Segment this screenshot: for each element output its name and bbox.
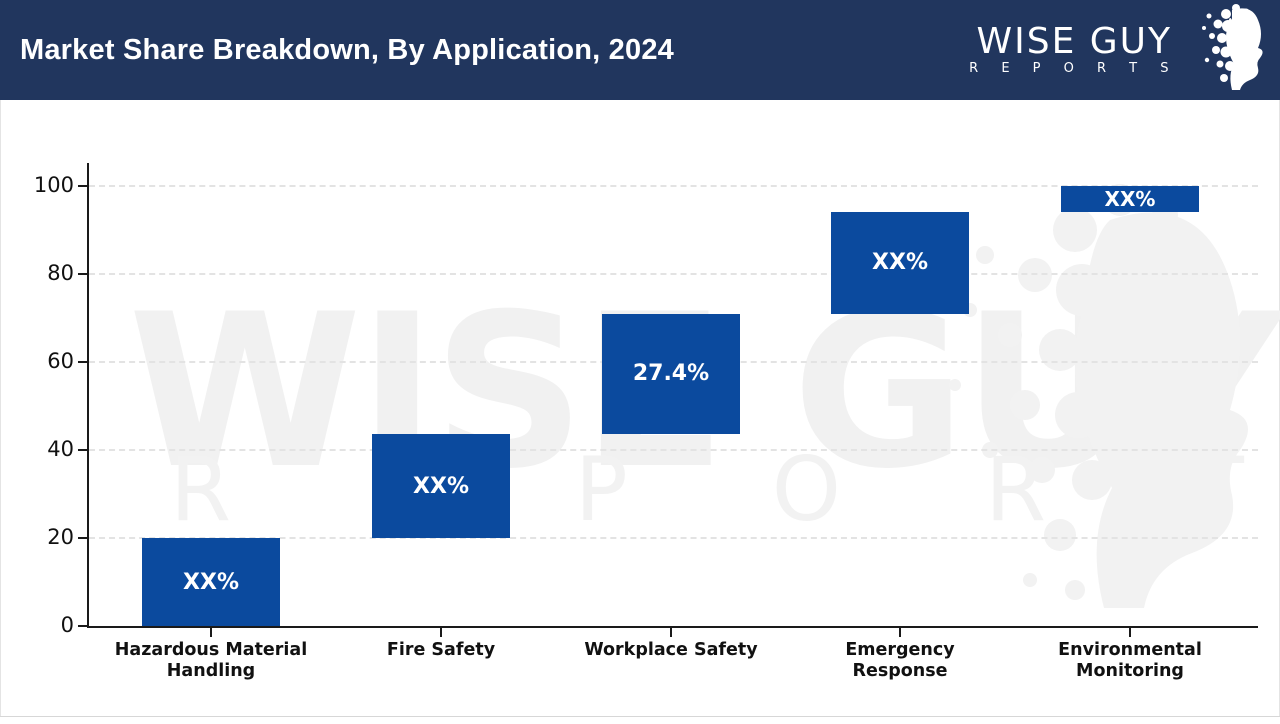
- bar-value-label-0: XX%: [183, 569, 239, 595]
- bar-value-label-2: 27.4%: [632, 361, 710, 387]
- x-tick-1: [440, 628, 442, 637]
- x-tick-2: [670, 628, 672, 637]
- face-profile-logo-icon: [1174, 2, 1266, 98]
- gridline-20: [89, 537, 1258, 539]
- bar-value-label-4: XX%: [1104, 187, 1156, 212]
- y-tick-80: [78, 273, 87, 275]
- category-label-1: Fire Safety: [386, 640, 496, 660]
- category-label-3: Emergency Response: [845, 640, 955, 681]
- x-tick-3: [899, 628, 901, 637]
- bottom-divider-line: [0, 716, 1280, 717]
- y-tick-label-20: 20: [47, 525, 74, 549]
- chart-area: WISE GUY R E P O R T S 020406080100XX%Ha…: [0, 100, 1280, 720]
- x-tick-0: [210, 628, 212, 637]
- bar-segment-2: 27.4%: [602, 313, 740, 435]
- brand-logo-wordmark: WISE GUY: [976, 21, 1172, 62]
- x-tick-4: [1129, 628, 1131, 637]
- y-tick-60: [78, 361, 87, 363]
- bar-value-label-1: XX%: [413, 473, 469, 499]
- category-label-0: Hazardous Material Handling: [114, 640, 308, 681]
- page-title: Market Share Breakdown, By Application, …: [20, 33, 674, 66]
- bar-value-label-3: XX%: [872, 250, 928, 276]
- y-axis-line: [87, 163, 89, 628]
- gridline-80: [89, 273, 1258, 275]
- y-tick-100: [78, 185, 87, 187]
- brand-logo: WISE GUY R E P O R T S: [969, 2, 1266, 98]
- bar-segment-1: XX%: [372, 434, 510, 538]
- x-axis-line: [87, 626, 1258, 628]
- gridline-100: [89, 185, 1258, 187]
- y-tick-20: [78, 537, 87, 539]
- brand-logo-text: WISE GUY R E P O R T S: [969, 23, 1172, 77]
- watermark-face-icon: [820, 160, 1280, 724]
- category-label-4: Environmental Monitoring: [1058, 640, 1202, 681]
- y-tick-40: [78, 449, 87, 451]
- y-tick-label-80: 80: [47, 261, 74, 285]
- category-label-2: Workplace Safety: [584, 640, 758, 660]
- brand-logo-subtext: R E P O R T S: [969, 61, 1178, 76]
- bar-segment-3: XX%: [831, 212, 969, 314]
- bar-segment-4: XX%: [1061, 186, 1199, 213]
- header-bar: Market Share Breakdown, By Application, …: [0, 0, 1280, 100]
- y-tick-0: [78, 625, 87, 627]
- y-tick-label-100: 100: [33, 173, 74, 197]
- y-tick-label-60: 60: [47, 349, 74, 373]
- y-tick-label-40: 40: [47, 437, 74, 461]
- gridline-40: [89, 449, 1258, 451]
- bar-segment-0: XX%: [142, 538, 280, 626]
- left-edge-line: [0, 100, 1, 716]
- y-tick-label-0: 0: [60, 613, 74, 637]
